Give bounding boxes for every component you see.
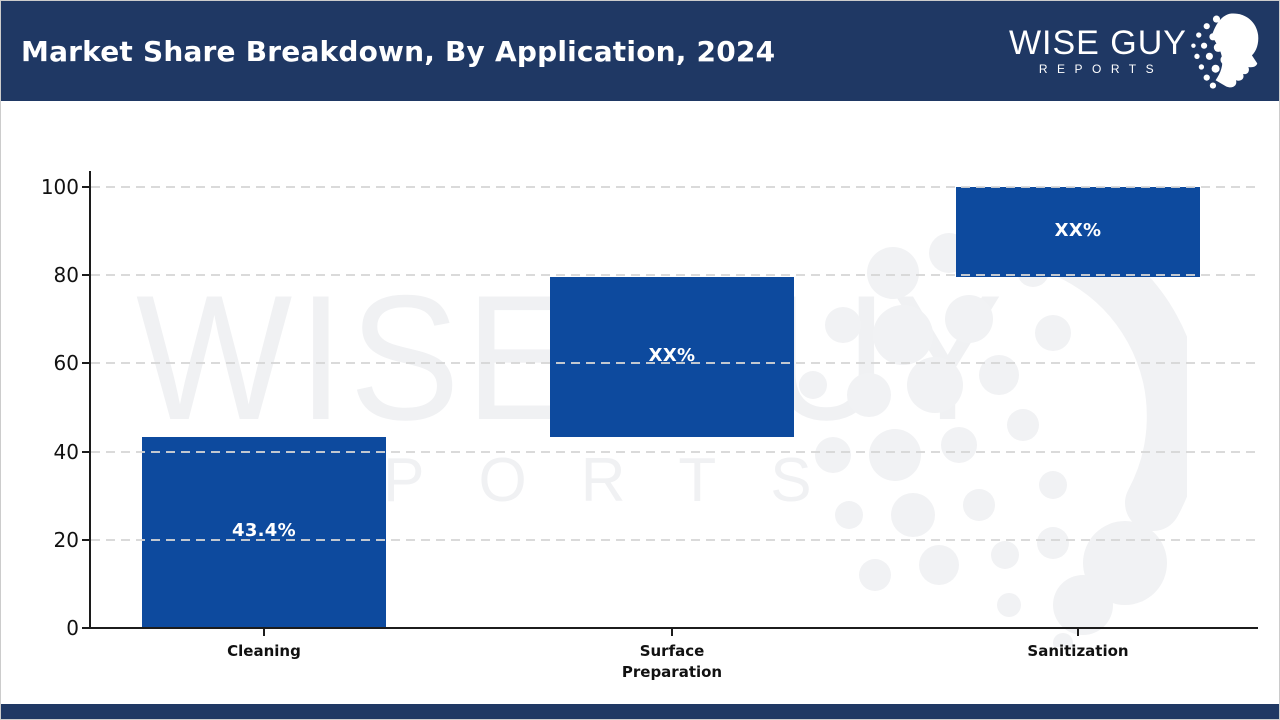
gridline-y-40 — [91, 450, 1258, 453]
y-tick-mark — [82, 627, 90, 629]
y-tick-label: 60 — [53, 351, 79, 376]
gridline-y-60 — [91, 362, 1258, 365]
y-tick-mark — [82, 274, 90, 277]
y-tick-label: 0 — [66, 616, 79, 640]
gridline-y-80 — [91, 274, 1258, 277]
x-category-label: Cleaning — [227, 642, 301, 660]
x-category-label: Sanitization — [1027, 642, 1129, 660]
bar-value-label: 43.4% — [232, 520, 296, 542]
y-axis-line — [89, 171, 91, 629]
y-tick-mark — [82, 450, 90, 453]
y-tick-label: 80 — [53, 263, 79, 288]
gridline-y-100 — [91, 186, 1258, 188]
y-tick-label: 20 — [53, 527, 79, 552]
chart-title: Market Share Breakdown, By Application, … — [21, 34, 776, 68]
bar-value-label: XX% — [1054, 220, 1102, 242]
bar-sanitization: XX% — [956, 187, 1200, 278]
y-tick-label: 40 — [53, 439, 79, 464]
logo-subtitle: REPORTS — [1038, 62, 1164, 77]
bar-cleaning: 43.4% — [142, 436, 386, 628]
bar-surface-preparation: XX% — [550, 277, 794, 437]
footer-bar — [1, 704, 1279, 719]
y-tick-mark — [82, 186, 90, 188]
x-axis-line — [89, 627, 1258, 629]
logo-text: WISE GUY REPORTS — [1008, 23, 1187, 77]
x-tick-mark — [671, 629, 673, 636]
y-tick-mark — [82, 362, 90, 365]
y-tick-mark — [82, 538, 90, 541]
watermark-head-icon — [799, 213, 1187, 647]
gridline-y-20 — [91, 538, 1258, 541]
header-bar: Market Share Breakdown, By Application, … — [1, 1, 1279, 101]
bar-value-label: XX% — [648, 344, 696, 366]
logo-wordmark: WISE GUY — [1008, 23, 1187, 62]
y-tick-label: 100 — [40, 175, 79, 199]
x-category-label: Surface Preparation — [621, 642, 723, 681]
x-tick-mark — [263, 629, 265, 636]
x-tick-mark — [1077, 629, 1079, 636]
logo-head-icon — [1191, 13, 1259, 89]
wise-guy-reports-logo: WISE GUY REPORTS — [1009, 7, 1267, 95]
